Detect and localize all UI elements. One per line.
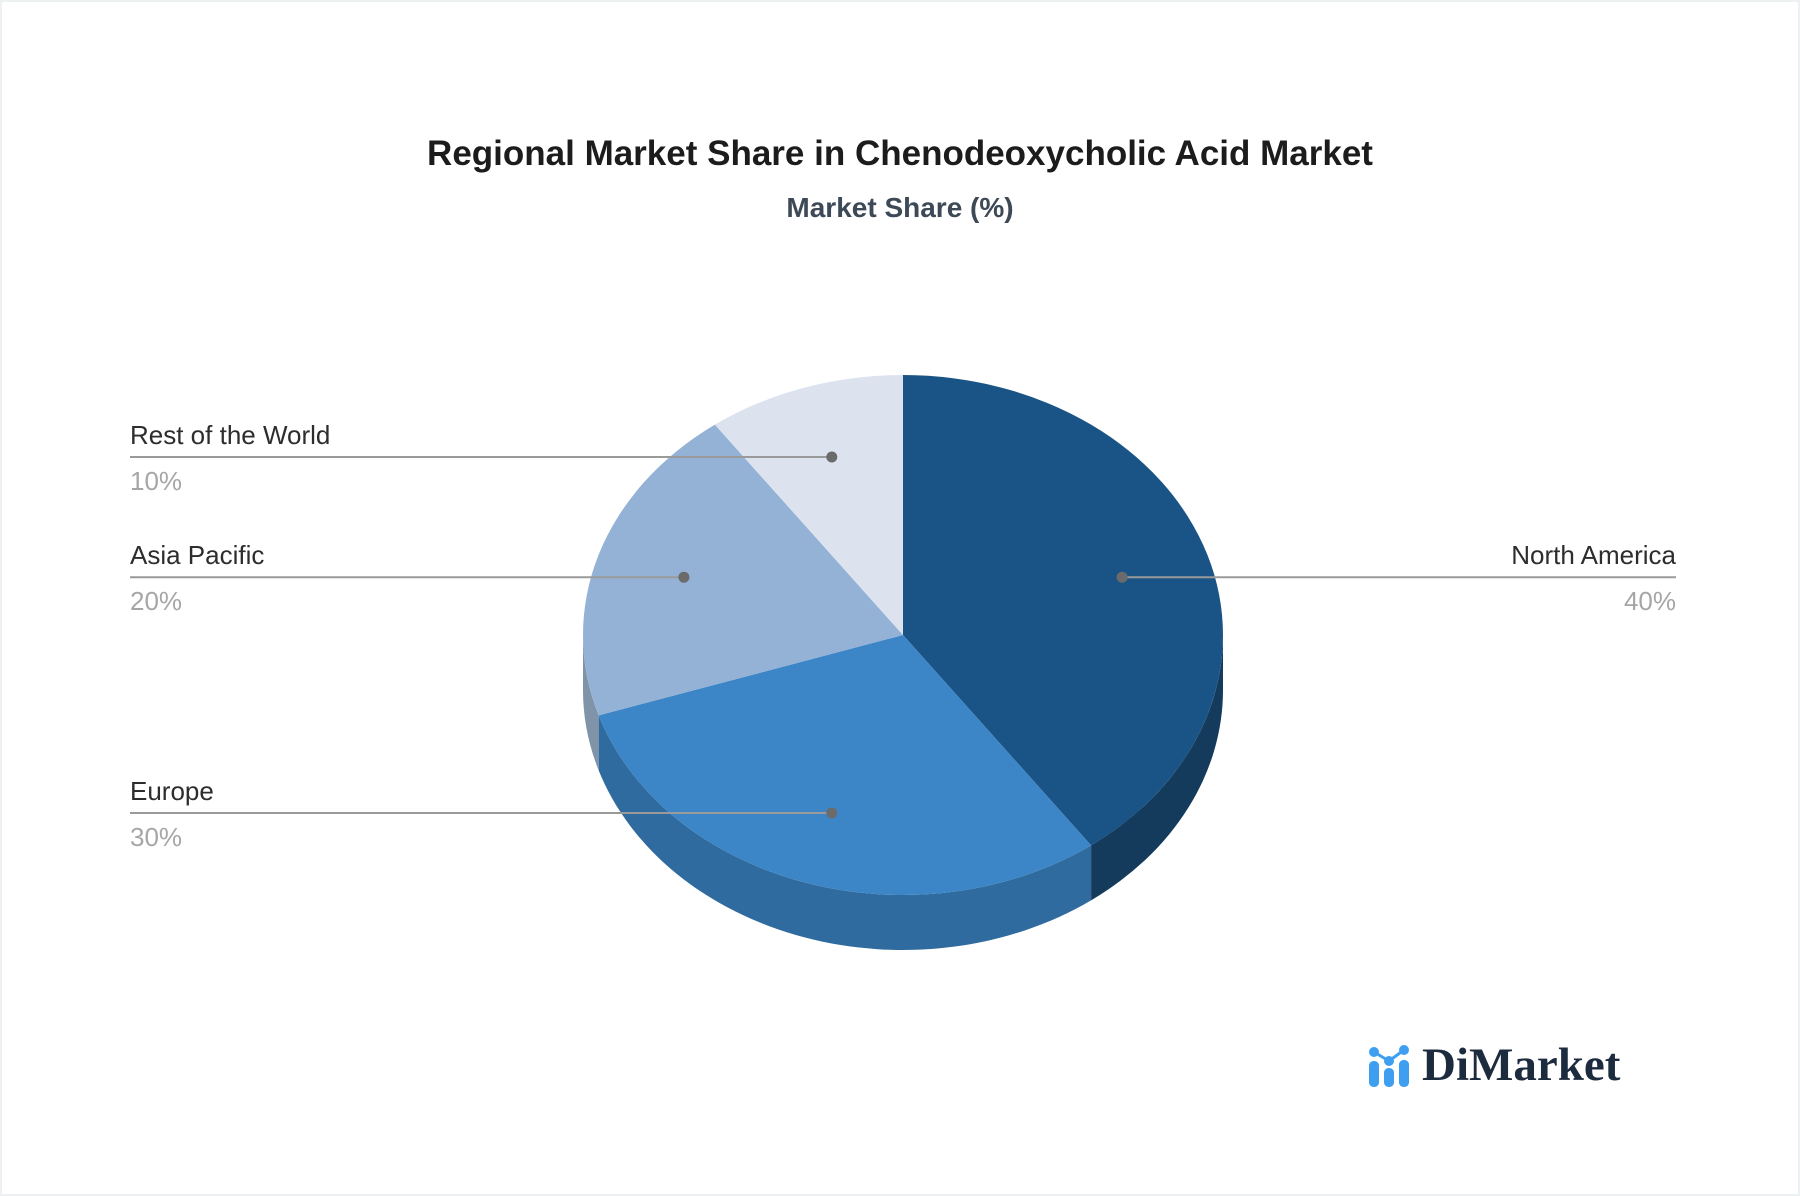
bar-line-chart-icon [1369,1045,1409,1087]
callout-value: 40% [1623,586,1676,617]
pie-slice-side-asia-pacific [583,635,599,771]
brand-name: DiMarket [1422,1039,1621,1091]
chart-subtitle: Market Share (%) [786,192,1014,223]
callout-rest-of-the-world: Rest of the World 10% [130,420,330,496]
callout-value: 30% [130,822,183,853]
callout-dot-north-america [1116,571,1128,583]
callout-north-america: North America 40% [1511,540,1676,616]
pie-slice-side-north-america [1091,635,1223,901]
callout-label: Rest of the World [130,419,331,450]
pie-slice-side-europe [598,715,1092,950]
pie-slice-north-america[interactable] [903,375,1223,846]
pie-slice-asia-pacific[interactable] [583,424,903,716]
dimarket-logo: DiMarket [1362,1038,1620,1090]
callout-dot-rest-of-the-world [826,451,838,463]
callout-label: Asia Pacific [130,540,265,571]
callout-value: 20% [130,586,183,617]
callout-label: Europe [130,776,214,807]
pie-slice-europe[interactable] [598,635,1092,895]
callout-dot-europe [826,807,838,819]
callout-dot-asia-pacific [678,571,690,583]
callout-asia-pacific: Asia Pacific 20% [130,540,264,616]
callout-label: North America [1511,540,1676,571]
pie-slice-rest-of-the-world[interactable] [714,375,903,635]
callout-value: 10% [130,465,183,496]
chart-title: Regional Market Share in Chenodeoxycholi… [427,134,1373,173]
callout-europe: Europe 30% [130,776,214,852]
